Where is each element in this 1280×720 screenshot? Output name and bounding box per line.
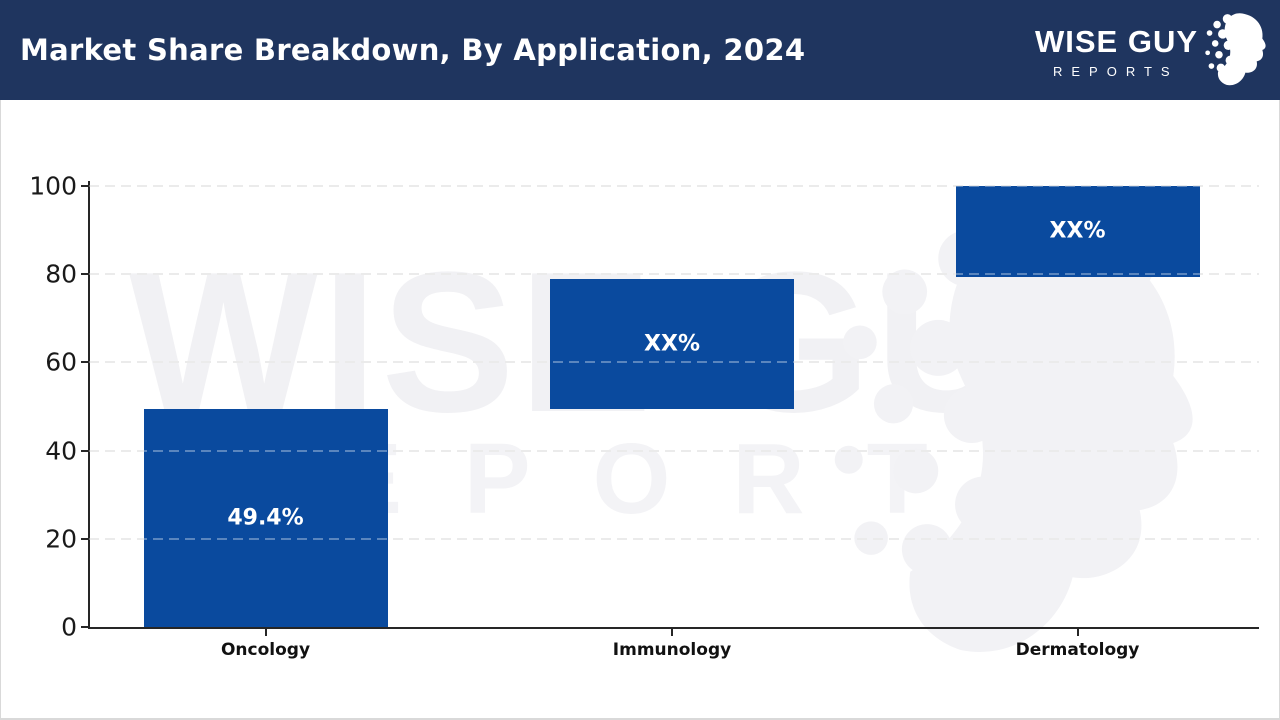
bar-value-label: XX% [644,331,700,357]
gridline-overlay [89,537,1259,540]
x-category-label: Dermatology [1015,640,1140,660]
y-tick [81,273,89,276]
gridline-overlay [89,361,1259,364]
x-category-label: Immunology [612,640,732,660]
brand-logo: WISE GUY REPORTS [1005,4,1270,96]
bar-immunology [550,278,794,410]
y-tick-label: 0 [61,612,77,642]
bar-value-label: XX% [1049,218,1106,244]
y-tick [81,185,89,187]
y-tick [81,361,89,364]
x-tick [1076,629,1079,636]
y-tick-label: 20 [45,524,77,554]
gridline [89,537,1259,540]
x-tick [671,629,673,636]
y-tick-label: 100 [29,171,77,201]
y-tick [81,626,89,628]
y-tick [81,449,89,452]
gridline-overlay [89,185,1259,187]
brand-wordmark: WISE GUY [1035,24,1199,59]
header-bar: Market Share Breakdown, By Application, … [0,0,1280,100]
gridline [89,273,1259,276]
gridline [89,449,1259,452]
page-title: Market Share Breakdown, By Application, … [20,33,806,67]
y-axis-line [88,181,90,629]
bar-dermatology [955,186,1200,277]
bar-value-label: 49.4% [227,505,304,531]
chart-card: WISE GUY REPORTS 02040608010049.4%XX%XX%… [0,100,1280,720]
y-tick-label: 80 [45,259,77,289]
x-category-label: Oncology [220,640,311,660]
y-tick-label: 60 [45,347,77,377]
x-axis-line [88,627,1259,629]
gridline-overlay [89,449,1259,452]
brand-tagline: REPORTS [1053,64,1179,79]
gridline [89,185,1259,187]
x-tick [264,629,267,636]
watermark-face-icon [834,224,1193,652]
bar-oncology [143,409,388,627]
brand-face-icon [1205,13,1266,86]
y-tick-label: 40 [45,436,77,466]
y-tick [81,537,89,540]
gridline-overlay [89,273,1259,276]
